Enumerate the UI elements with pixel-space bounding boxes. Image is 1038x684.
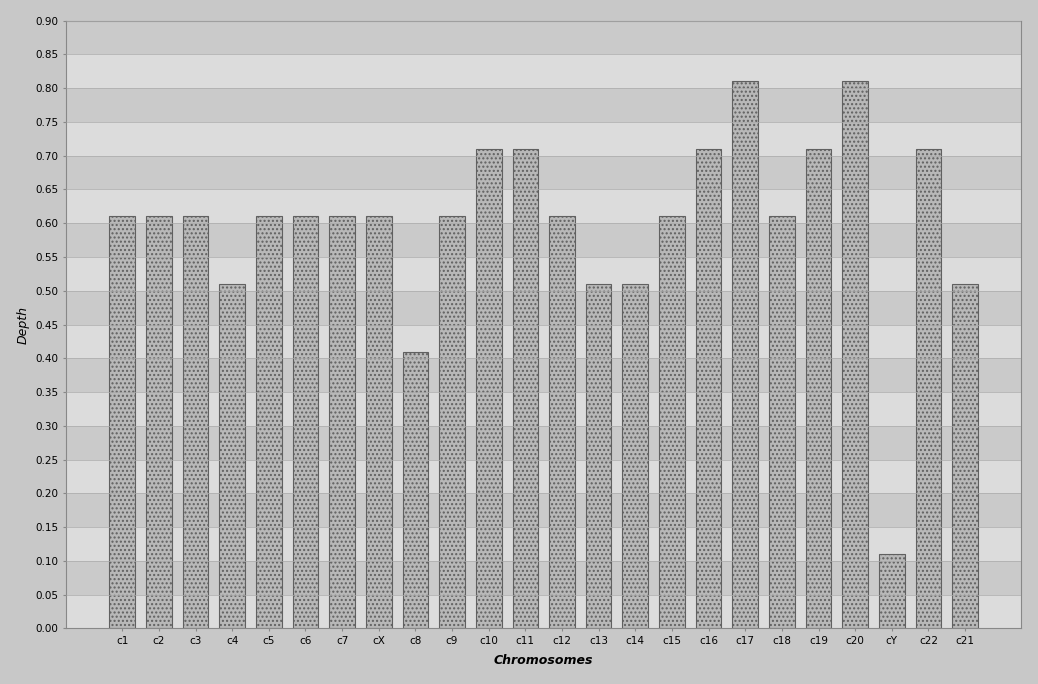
- Bar: [66, 527, 1021, 561]
- Bar: [842, 81, 868, 629]
- Bar: [219, 284, 245, 629]
- Bar: [66, 189, 1021, 223]
- Bar: [256, 216, 281, 629]
- Bar: [66, 324, 1021, 358]
- Bar: [366, 216, 391, 629]
- X-axis label: Chromosomes: Chromosomes: [494, 655, 594, 668]
- Bar: [146, 216, 171, 629]
- Bar: [66, 426, 1021, 460]
- Bar: [513, 149, 538, 629]
- Bar: [66, 594, 1021, 629]
- Bar: [183, 216, 209, 629]
- Bar: [879, 554, 905, 629]
- Bar: [733, 81, 758, 629]
- Bar: [66, 21, 1021, 55]
- Bar: [769, 216, 795, 629]
- Bar: [916, 149, 941, 629]
- Bar: [952, 284, 978, 629]
- Bar: [403, 352, 429, 629]
- Bar: [623, 284, 648, 629]
- Bar: [66, 156, 1021, 189]
- Bar: [695, 149, 721, 629]
- Bar: [66, 460, 1021, 493]
- Bar: [66, 493, 1021, 527]
- Bar: [293, 216, 319, 629]
- Bar: [805, 149, 831, 629]
- Bar: [66, 291, 1021, 324]
- Y-axis label: Depth: Depth: [17, 306, 30, 343]
- Bar: [66, 257, 1021, 291]
- Bar: [659, 216, 685, 629]
- Bar: [66, 561, 1021, 594]
- Bar: [109, 216, 135, 629]
- Bar: [549, 216, 575, 629]
- Bar: [66, 358, 1021, 392]
- Bar: [329, 216, 355, 629]
- Bar: [585, 284, 611, 629]
- Bar: [66, 55, 1021, 88]
- Bar: [439, 216, 465, 629]
- Bar: [66, 392, 1021, 426]
- Bar: [66, 223, 1021, 257]
- Bar: [66, 88, 1021, 122]
- Bar: [475, 149, 501, 629]
- Bar: [66, 122, 1021, 156]
